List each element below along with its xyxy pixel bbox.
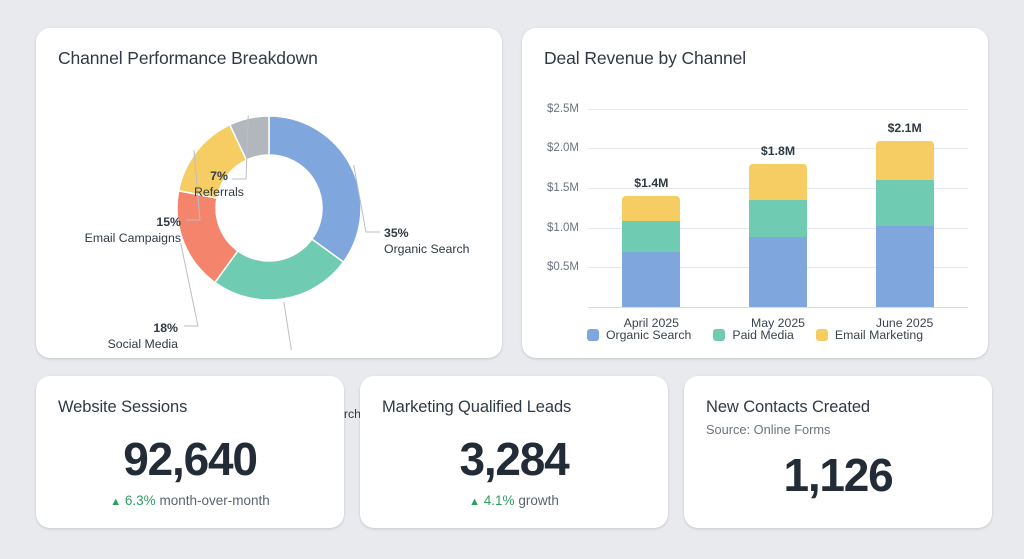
trend-up-icon: ▲ xyxy=(110,496,122,508)
kpi-delta-percent: 4.1% xyxy=(483,493,515,508)
donut-leader-line xyxy=(283,301,292,350)
legend-swatch-icon xyxy=(586,329,599,341)
kpi-delta: ▲ 6.3% month-over-month xyxy=(36,493,344,508)
donut-leader-line xyxy=(353,164,380,233)
bar-column[interactable]: $2.1M June 2025 xyxy=(875,121,934,330)
bar-segment[interactable] xyxy=(622,196,681,222)
donut-callout-value: 15% xyxy=(156,215,181,229)
donut-leader-line xyxy=(186,149,201,221)
donut-callout-referrals: 7% Referrals xyxy=(174,168,264,200)
bar-total-label: $2.1M xyxy=(887,120,922,135)
legend-label: Organic Search xyxy=(605,328,692,342)
x-axis-tick-label: April 2025 xyxy=(623,316,680,330)
donut-slice[interactable] xyxy=(268,115,362,264)
donut-callout-value: 35% xyxy=(384,226,409,240)
kpi-card-website-sessions: Website Sessions 92,640 ▲ 6.3% month-ove… xyxy=(36,376,344,528)
y-axis-tick-label: $0.5M xyxy=(547,261,579,274)
y-axis-tick-label: $2.5M xyxy=(547,102,579,115)
donut-chart: 35% Organic Search 25% Paid Search 18% S… xyxy=(36,80,502,421)
kpi-card-marketing-qualified-leads: Marketing Qualified Leads 3,284 ▲ 4.1% g… xyxy=(360,376,668,528)
deal-revenue-card: Deal Revenue by Channel $0.5M $1.0M $1.5M $… xyxy=(522,28,988,358)
legend-item[interactable]: Paid Media xyxy=(713,328,794,342)
bar-segment[interactable] xyxy=(749,200,807,238)
x-axis-line xyxy=(588,307,968,308)
donut-callout-label: Referrals xyxy=(194,185,244,200)
bar-segment[interactable] xyxy=(749,164,807,200)
bar-segment[interactable] xyxy=(875,140,934,181)
bar-column[interactable]: $1.4M April 2025 xyxy=(622,176,681,330)
donut-chart-svg xyxy=(176,115,380,350)
kpi-title: Website Sessions xyxy=(58,398,188,416)
kpi-value: 1,126 xyxy=(783,449,893,501)
donut-callout-label: Organic Search xyxy=(384,242,470,257)
kpi-subtitle: Source: Online Forms xyxy=(706,422,831,437)
bar-chart-legend: Organic Search Paid Media Email Marketing xyxy=(522,328,988,342)
legend-swatch-icon xyxy=(713,329,726,341)
bar-segment[interactable] xyxy=(622,221,681,252)
kpi-card-new-contacts-created: New Contacts Created Source: Online Form… xyxy=(684,376,992,528)
kpi-title: New Contacts Created xyxy=(706,398,870,416)
y-axis-tick-label: $1.5M xyxy=(547,182,579,195)
bar-column[interactable]: $1.8M May 2025 xyxy=(749,144,807,330)
bar-segment[interactable] xyxy=(749,237,807,307)
y-axis-tick-label: $2.0M xyxy=(547,142,579,155)
y-axis-tick-label: $1.0M xyxy=(547,221,579,234)
donut-slice[interactable] xyxy=(213,238,345,301)
kpi-delta: ▲ 4.1% growth xyxy=(360,493,668,508)
donut-callout-value: 7% xyxy=(210,169,228,183)
kpi-title: Marketing Qualified Leads xyxy=(382,398,572,416)
donut-chart-title: Channel Performance Breakdown xyxy=(58,48,318,68)
x-axis-tick-label: May 2025 xyxy=(750,316,806,330)
x-axis-tick-label: June 2025 xyxy=(875,316,934,330)
donut-callout-label: Social Media xyxy=(107,337,178,352)
donut-callout-email-campaigns: 15% Email Campaigns xyxy=(46,214,181,246)
legend-swatch-icon xyxy=(815,329,828,341)
gridline: $2.5M xyxy=(547,103,968,115)
donut-leader-line xyxy=(232,115,249,180)
bar-segment[interactable] xyxy=(622,251,681,307)
bar-total-label: $1.8M xyxy=(760,144,796,159)
bar-chart-title: Deal Revenue by Channel xyxy=(544,48,747,68)
kpi-delta-percent: 6.3% xyxy=(124,493,156,508)
bar-chart-plot-area: $0.5M $1.0M $1.5M $2.0M $2.5M $1.4M April 2025… xyxy=(547,90,968,330)
donut-leader-lines xyxy=(180,115,380,350)
legend-item[interactable]: Organic Search xyxy=(586,328,692,342)
kpi-delta-text: month-over-month xyxy=(159,493,270,508)
kpi-value: 3,284 xyxy=(459,433,569,485)
legend-label: Email Marketing xyxy=(834,328,924,342)
legend-label: Paid Media xyxy=(732,328,794,342)
donut-slice[interactable] xyxy=(228,115,270,162)
legend-item[interactable]: Email Marketing xyxy=(815,328,924,342)
donut-slices xyxy=(176,115,362,301)
bar-segment[interactable] xyxy=(875,180,934,227)
bar-segment[interactable] xyxy=(875,226,934,307)
channel-performance-card: Channel Performance Breakdown 35% Organi… xyxy=(36,28,502,421)
kpi-value: 92,640 xyxy=(123,433,258,485)
donut-callout-social-media: 18% Social Media xyxy=(58,320,178,352)
bar-total-label: $1.4M xyxy=(634,176,669,191)
kpi-delta-text: growth xyxy=(518,493,559,508)
donut-callout-value: 18% xyxy=(153,321,178,335)
gridline: $2.0M xyxy=(547,142,968,154)
donut-callout-label: Email Campaigns xyxy=(84,231,181,246)
donut-callout-organic-search: 35% Organic Search xyxy=(384,225,469,257)
donut-leader-line xyxy=(180,242,199,327)
trend-up-icon: ▲ xyxy=(469,496,481,508)
